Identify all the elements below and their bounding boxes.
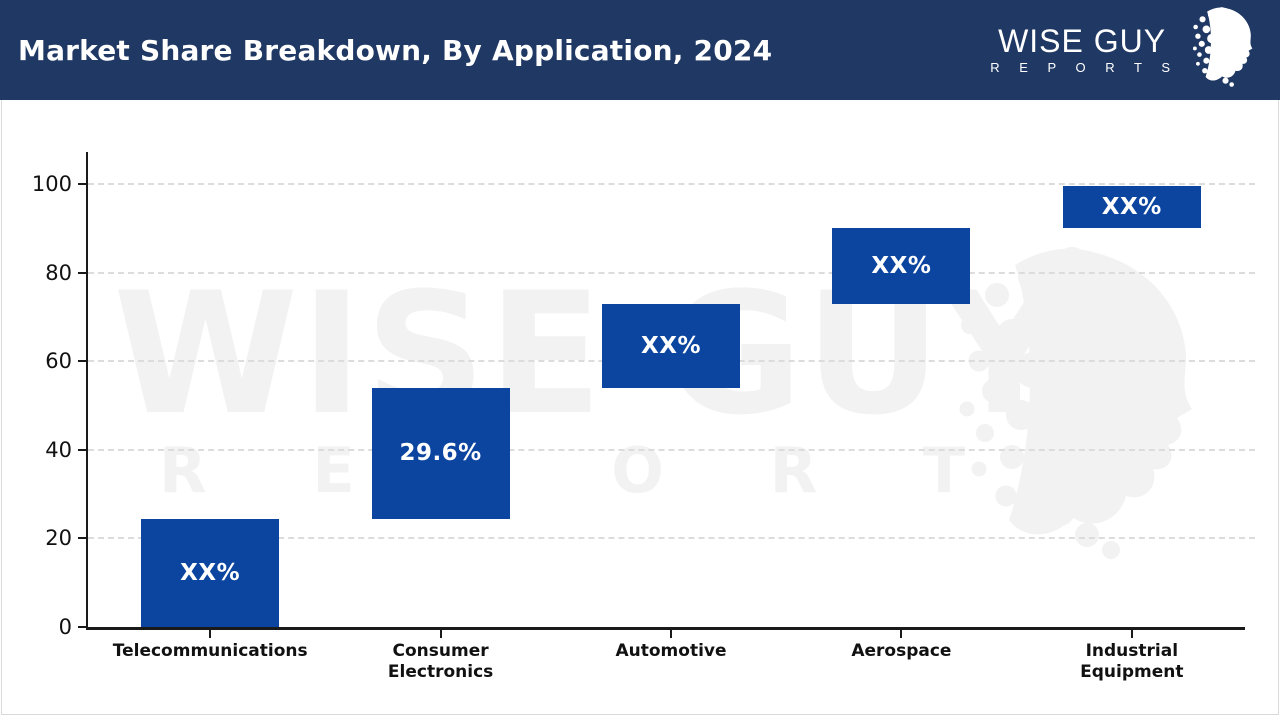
gridline-20 [88,537,1255,540]
y-axis-line [86,151,88,630]
bar-5: XX% [1062,186,1201,229]
y-tick-100 [78,183,86,185]
y-tick-label-20: 20 [45,526,72,551]
x-category-label: Aerospace [851,641,952,661]
x-category-label: Telecommunications [112,641,308,661]
x-tick-1 [209,630,212,638]
y-tick-20 [78,537,86,540]
bar-1: XX% [141,518,280,627]
brand-logo: WISE GUY R E P O R T S [986,4,1266,96]
x-tick-4 [900,630,903,638]
bar-2: 29.6% [371,387,510,519]
brand-logo-text: WISE GUY R E P O R T S [986,25,1178,75]
y-tick-40 [78,448,86,451]
y-tick-label-0: 0 [58,615,72,639]
gridline-80 [88,271,1255,274]
watermark-head-icon [931,215,1231,615]
gridline-100 [88,183,1255,185]
x-category-label: Consumer Electronics [387,641,494,683]
x-tick-5 [1130,630,1133,638]
y-tick-80 [78,271,86,274]
bar-3: XX% [602,303,740,388]
page-title: Market Share Breakdown, By Application, … [18,33,773,67]
bar-value-label: XX% [640,332,701,359]
bar-value-label: 29.6% [399,440,482,467]
bar-value-label: XX% [180,559,241,586]
y-tick-label-80: 80 [45,260,72,285]
bar-value-label: XX% [1101,194,1162,221]
y-tick-label-40: 40 [45,437,72,462]
brand-name: WISE GUY [998,23,1167,59]
y-tick-0 [78,626,86,628]
x-category-label: Industrial Equipment [1080,641,1184,683]
brand-subtitle: R E P O R T S [990,60,1178,75]
x-tick-2 [439,630,442,638]
gridline-40 [88,448,1255,451]
x-tick-3 [670,630,672,638]
y-tick-60 [78,360,86,363]
header-bar: Market Share Breakdown, By Application, … [0,0,1280,100]
x-category-label: Automotive [615,641,727,661]
wise-guy-head-icon [1182,4,1266,96]
y-tick-label-60: 60 [45,349,72,374]
x-axis-line [86,627,1245,630]
y-tick-label-100: 100 [31,172,72,196]
bar-4: XX% [832,228,971,304]
bar-value-label: XX% [871,252,932,279]
